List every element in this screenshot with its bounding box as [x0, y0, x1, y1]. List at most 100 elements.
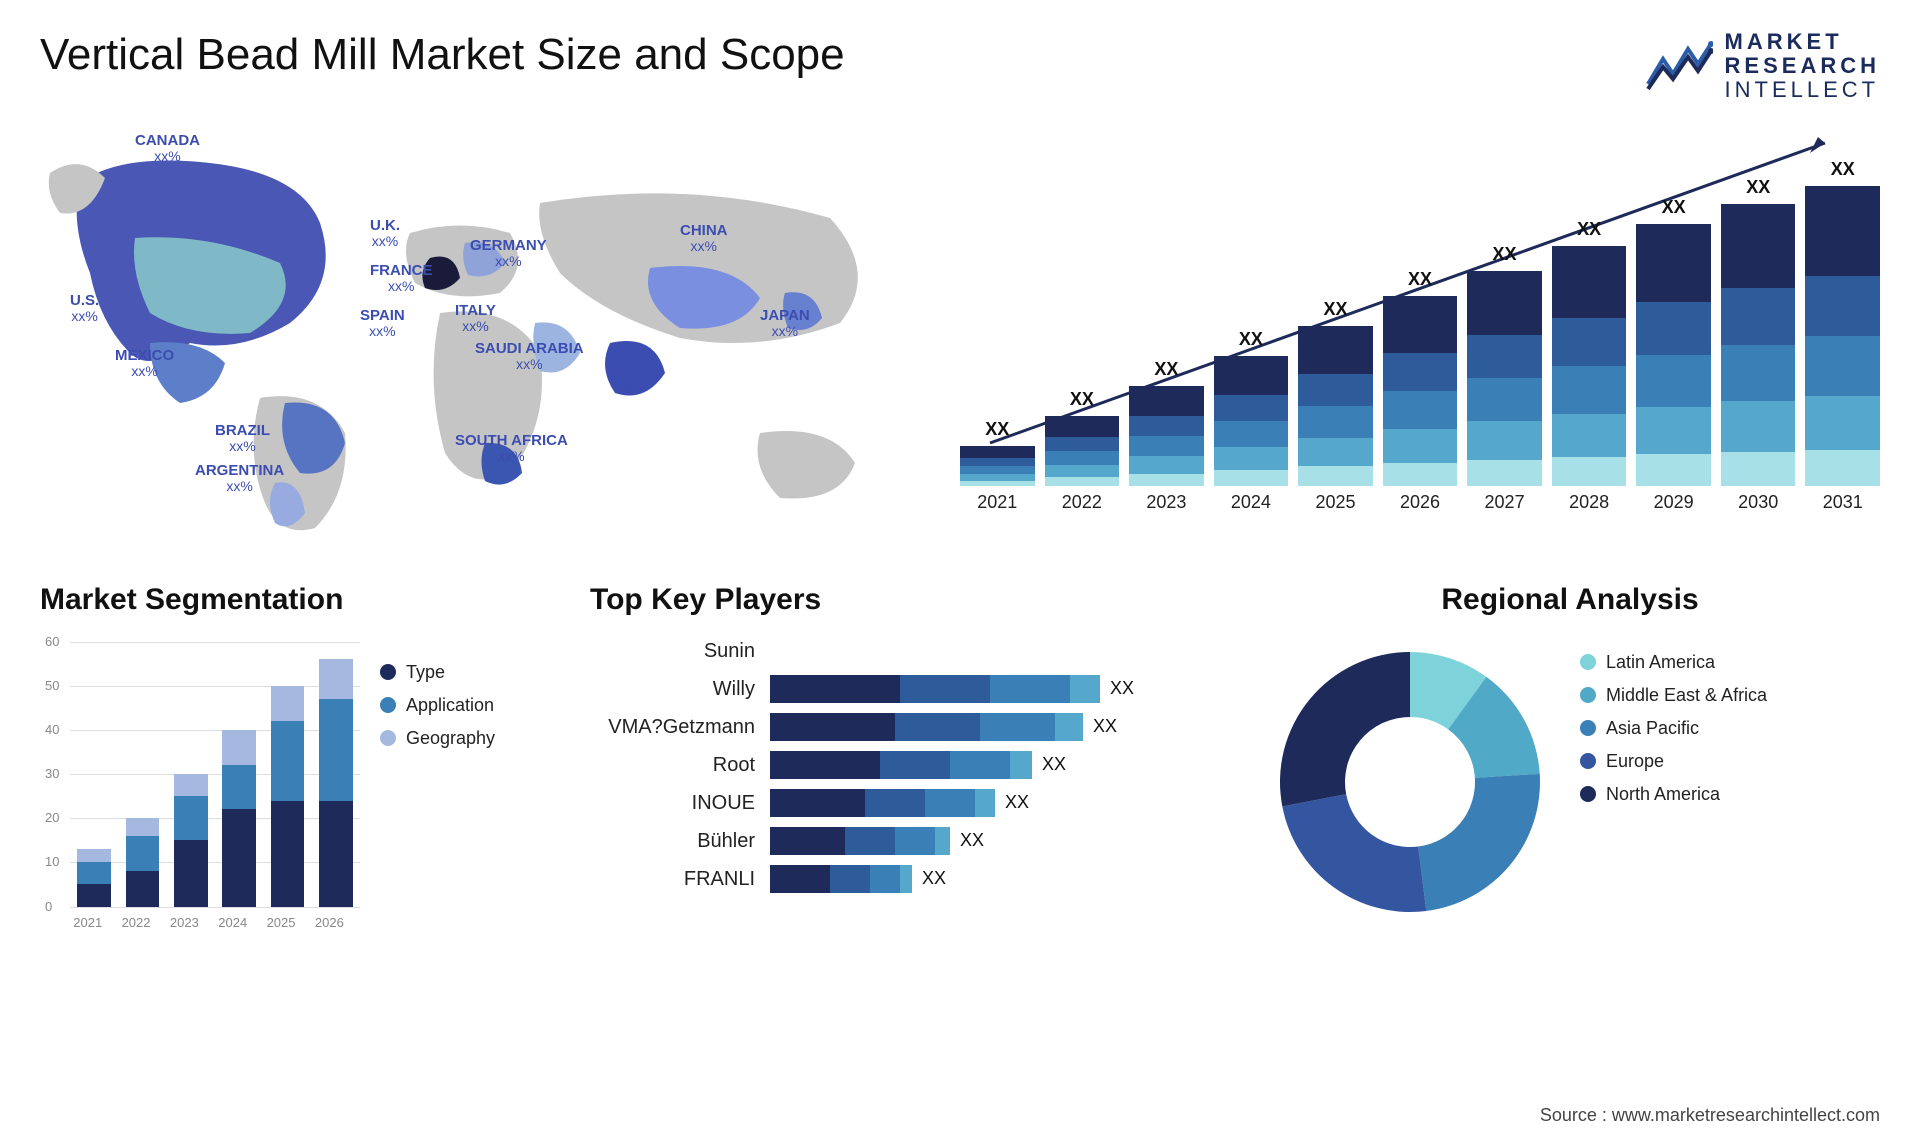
forecast-bar: XX 2024 [1214, 329, 1289, 513]
donut-slice [1282, 794, 1426, 912]
legend-item: Latin America [1580, 652, 1767, 673]
map-label: SPAINxx% [360, 308, 405, 340]
players-section: Top Key Players SuninWillyVMA?GetzmannRo… [590, 583, 1230, 932]
player-name: INOUE [590, 784, 755, 822]
player-value: XX [922, 868, 946, 889]
player-name: Willy [590, 670, 755, 708]
segmentation-legend: TypeApplicationGeography [360, 632, 520, 932]
y-axis-label: 40 [45, 722, 59, 737]
forecast-year: 2031 [1823, 492, 1863, 513]
seg-bar-segment [271, 721, 305, 801]
player-bar-row: XX [770, 670, 1210, 708]
seg-bar-segment [77, 862, 111, 884]
brand-logo: MARKET RESEARCH INTELLECT [1643, 30, 1880, 103]
forecast-bar: XX 2023 [1129, 359, 1204, 513]
segmentation-section: Market Segmentation 01020304050602021202… [40, 583, 560, 932]
regional-donut [1260, 632, 1560, 932]
map-label: ITALYxx% [455, 303, 496, 335]
forecast-value: XX [1493, 244, 1517, 265]
forecast-year: 2027 [1485, 492, 1525, 513]
forecast-year: 2026 [1400, 492, 1440, 513]
map-label: SAUDI ARABIAxx% [475, 341, 584, 373]
x-axis-label: 2022 [122, 915, 151, 930]
page-title: Vertical Bead Mill Market Size and Scope [40, 30, 845, 80]
seg-bar-segment [222, 809, 256, 906]
forecast-value: XX [1239, 329, 1263, 350]
forecast-bar: XX 2027 [1467, 244, 1542, 513]
forecast-bar: XX 2022 [1045, 389, 1120, 513]
player-name: VMA?Getzmann [590, 708, 755, 746]
player-value: XX [1110, 678, 1134, 699]
forecast-bar: XX2029 [1636, 197, 1711, 513]
regional-section: Regional Analysis Latin America Middle Ea… [1260, 583, 1880, 932]
forecast-value: XX [1154, 359, 1178, 380]
map-label: CHINAxx% [680, 223, 728, 255]
forecast-year: 2022 [1062, 492, 1102, 513]
seg-bar-segment [222, 730, 256, 765]
player-value: XX [1093, 716, 1117, 737]
y-axis-label: 0 [45, 899, 52, 914]
map-label: JAPANxx% [760, 308, 810, 340]
map-label: INDIAxx% [615, 363, 656, 395]
seg-bar-segment [174, 796, 208, 840]
donut-slice [1280, 652, 1410, 806]
map-label: FRANCExx% [370, 263, 433, 295]
segmentation-chart: 0102030405060202120222023202420252026 [40, 632, 360, 932]
bottom-row: Market Segmentation 01020304050602021202… [40, 583, 1880, 932]
map-label: SOUTH AFRICAxx% [455, 433, 568, 465]
legend-item: Europe [1580, 751, 1767, 772]
seg-bar-segment [77, 884, 111, 906]
map-label: GERMANYxx% [470, 238, 547, 270]
player-name: FRANLI [590, 860, 755, 898]
forecast-value: XX [1070, 389, 1094, 410]
player-bar-row: XX [770, 822, 1210, 860]
forecast-year: 2023 [1146, 492, 1186, 513]
x-axis-label: 2024 [218, 915, 247, 930]
seg-bar-segment [126, 871, 160, 906]
forecast-value: XX [1408, 269, 1432, 290]
forecast-value: XX [1746, 177, 1770, 198]
seg-bar-segment [319, 801, 353, 907]
forecast-year: 2025 [1315, 492, 1355, 513]
player-bar-row: XX [770, 746, 1210, 784]
map-label: U.K.xx% [370, 218, 400, 250]
forecast-value: XX [1831, 159, 1855, 180]
players-title: Top Key Players [590, 583, 1230, 617]
forecast-year: 2028 [1569, 492, 1609, 513]
player-name: Root [590, 746, 755, 784]
forecast-bar: XX2025 [1298, 299, 1373, 513]
y-axis-label: 60 [45, 634, 59, 649]
legend-item: Type [380, 662, 520, 683]
forecast-year: 2030 [1738, 492, 1778, 513]
forecast-year: 2024 [1231, 492, 1271, 513]
player-value: XX [1005, 792, 1029, 813]
y-axis-label: 10 [45, 854, 59, 869]
y-axis-label: 30 [45, 766, 59, 781]
legend-item: Asia Pacific [1580, 718, 1767, 739]
map-label: CANADAxx% [135, 133, 200, 165]
seg-bar-segment [174, 840, 208, 906]
map-label: ARGENTINAxx% [195, 463, 284, 495]
segmentation-title: Market Segmentation [40, 583, 560, 617]
seg-bar-segment [319, 699, 353, 801]
map-label: BRAZILxx% [215, 423, 270, 455]
forecast-bar: XX2021 [960, 419, 1035, 513]
map-label: U.S.xx% [70, 293, 99, 325]
forecast-bar: XX 2026 [1383, 269, 1458, 513]
world-map: CANADAxx%U.S.xx%MEXICOxx%BRAZILxx%ARGENT… [40, 123, 920, 543]
donut-slice [1418, 773, 1540, 910]
logo-text: MARKET RESEARCH INTELLECT [1725, 30, 1880, 103]
seg-bar-segment [126, 836, 160, 871]
logo-icon [1643, 39, 1713, 94]
regional-title: Regional Analysis [1260, 583, 1880, 617]
legend-item: Middle East & Africa [1580, 685, 1767, 706]
player-bar-row: XX [770, 784, 1210, 822]
player-bar-row: XX [770, 860, 1210, 898]
player-value: XX [1042, 754, 1066, 775]
legend-item: Geography [380, 728, 520, 749]
forecast-value: XX [1662, 197, 1686, 218]
source-footer: Source : www.marketresearchintellect.com [1540, 1105, 1880, 1126]
seg-bar-segment [271, 801, 305, 907]
header: Vertical Bead Mill Market Size and Scope… [40, 30, 1880, 103]
forecast-bar: XX2028 [1552, 219, 1627, 513]
